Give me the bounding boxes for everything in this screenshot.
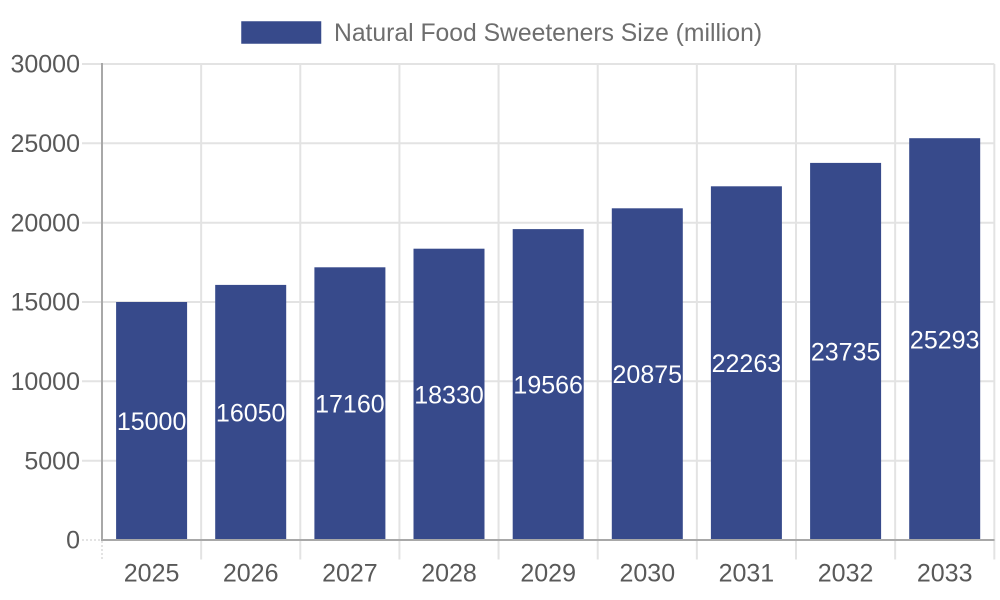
svg-text:15000: 15000 [117, 408, 187, 436]
svg-text:25293: 25293 [910, 326, 980, 354]
svg-text:2031: 2031 [719, 560, 775, 588]
svg-text:23735: 23735 [811, 339, 881, 367]
svg-text:Natural Food Sweeteners Size (: Natural Food Sweeteners Size (million) [334, 20, 762, 47]
svg-text:19566: 19566 [513, 372, 583, 400]
svg-text:2033: 2033 [917, 560, 973, 588]
svg-text:2029: 2029 [520, 560, 576, 588]
svg-text:18330: 18330 [414, 381, 484, 409]
svg-text:22263: 22263 [712, 350, 782, 378]
svg-text:10000: 10000 [10, 368, 80, 396]
svg-text:2032: 2032 [818, 560, 874, 588]
svg-text:5000: 5000 [24, 447, 80, 475]
svg-text:20000: 20000 [10, 209, 80, 237]
svg-text:17160: 17160 [315, 391, 385, 419]
svg-text:2027: 2027 [322, 560, 378, 588]
svg-text:25000: 25000 [10, 130, 80, 158]
svg-text:15000: 15000 [10, 289, 80, 317]
svg-text:16050: 16050 [216, 400, 286, 428]
svg-text:2030: 2030 [619, 560, 675, 588]
svg-text:0: 0 [66, 527, 80, 555]
svg-text:2028: 2028 [421, 560, 477, 588]
svg-text:30000: 30000 [10, 51, 80, 79]
svg-text:2025: 2025 [124, 560, 180, 588]
svg-text:2026: 2026 [223, 560, 279, 588]
svg-text:20875: 20875 [613, 361, 683, 389]
